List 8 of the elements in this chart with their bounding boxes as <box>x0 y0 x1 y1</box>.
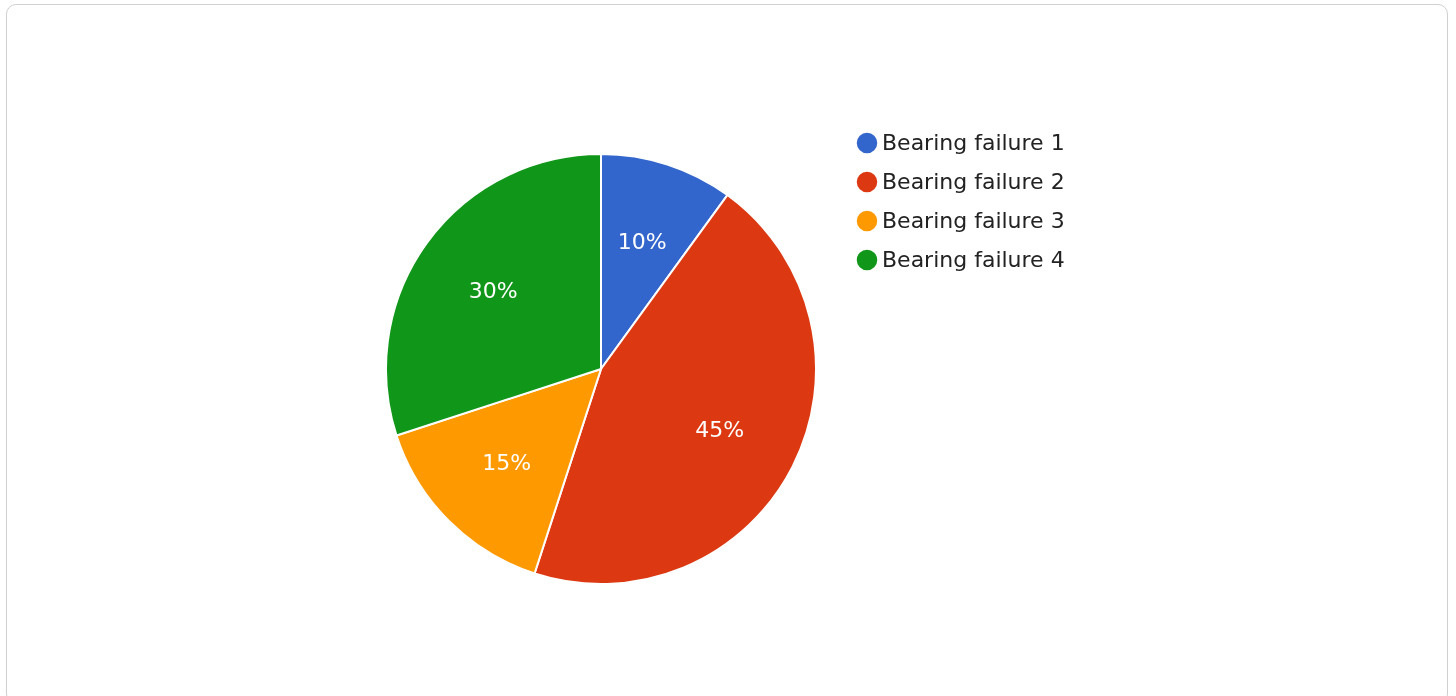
data-label: 15% <box>482 450 532 476</box>
legend-label: Bearing failure 4 <box>882 247 1065 272</box>
legend-label: Bearing failure 1 <box>882 130 1065 155</box>
legend-label: Bearing failure 3 <box>882 208 1065 233</box>
data-label: 30% <box>468 277 518 303</box>
data-label: 45% <box>695 416 745 442</box>
legend-label: Bearing failure 2 <box>882 169 1065 194</box>
data-label: 10% <box>617 229 667 255</box>
